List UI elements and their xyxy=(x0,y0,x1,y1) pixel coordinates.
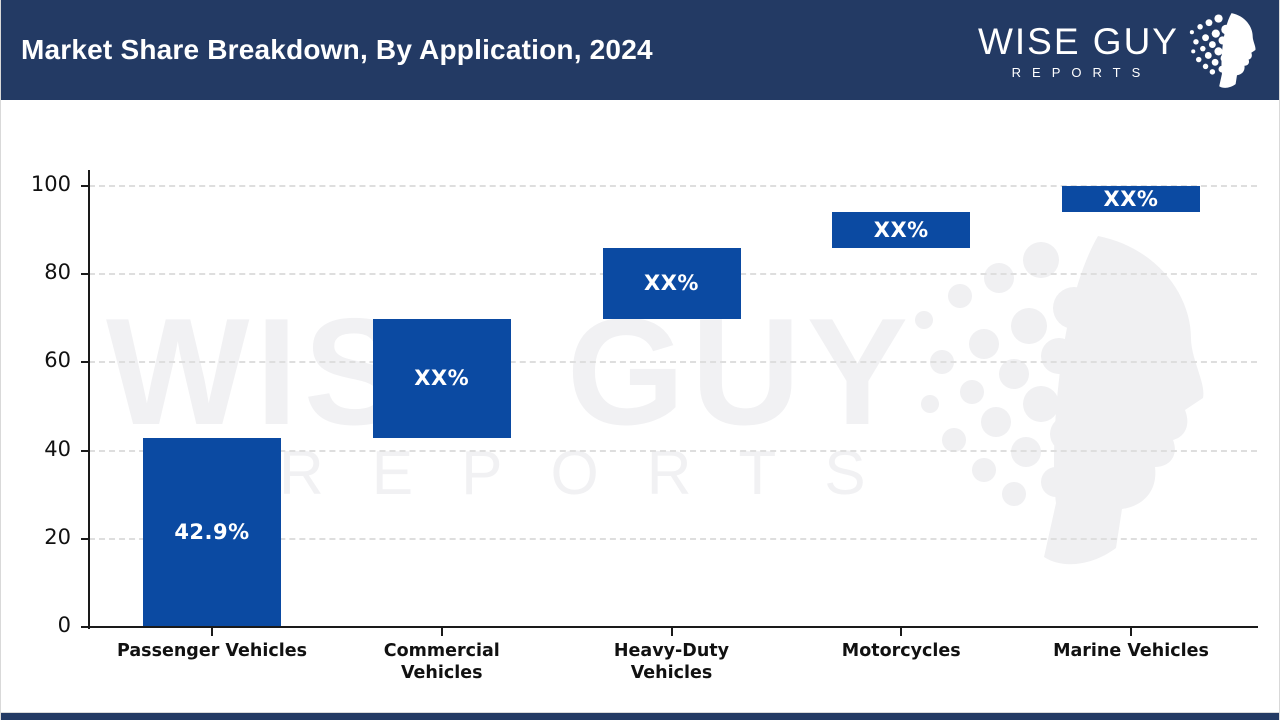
bar-value-label-marine-vehicles: XX% xyxy=(1103,187,1159,211)
y-tick-label-20: 20 xyxy=(44,524,71,549)
brand-head-icon xyxy=(1189,13,1256,88)
x-tick-mark-passenger-vehicles xyxy=(211,628,213,636)
x-axis-label-passenger-vehicles: Passenger Vehicles xyxy=(92,641,332,663)
bar-value-label-passenger-vehicles: 42.9% xyxy=(174,520,250,545)
bar-value-label-motorcycles: XX% xyxy=(873,218,929,243)
x-tick-mark-commercial-vehicles xyxy=(440,628,443,636)
page-title: Market Share Breakdown, By Application, … xyxy=(21,34,653,65)
y-tick-mark-60 xyxy=(81,361,89,364)
grid-line-20 xyxy=(89,537,1257,540)
bar-marine-vehicles: XX% xyxy=(1062,186,1200,213)
y-tick-label-100: 100 xyxy=(30,172,71,196)
bar-commercial-vehicles: XX% xyxy=(372,318,511,438)
bar-passenger-vehicles: 42.9% xyxy=(143,437,281,627)
x-tick-mark-marine-vehicles xyxy=(1130,628,1132,636)
y-tick-label-60: 60 xyxy=(44,348,71,373)
x-axis-spine xyxy=(88,626,1258,628)
x-tick-mark-heavy-duty-vehicles xyxy=(670,628,673,636)
brand-subtitle: REPORTS xyxy=(1011,64,1152,80)
app-header: Market Share Breakdown, By Application, … xyxy=(1,0,1279,100)
bar-heavy-duty-vehicles: XX% xyxy=(602,248,741,319)
x-axis-label-heavy-duty-vehicles: Heavy-Duty Vehicles xyxy=(552,641,792,685)
y-tick-mark-100 xyxy=(81,185,89,187)
x-axis-label-marine-vehicles: Marine Vehicles xyxy=(1011,641,1251,663)
brand-logo-text: WISE GUY REPORTS xyxy=(978,21,1179,80)
grid-line-40 xyxy=(89,449,1257,452)
grid-line-100 xyxy=(89,185,1257,187)
y-tick-label-80: 80 xyxy=(44,260,71,285)
y-tick-mark-20 xyxy=(81,537,89,540)
y-tick-label-40: 40 xyxy=(44,436,71,461)
x-tick-mark-motorcycles xyxy=(900,628,903,636)
bar-motorcycles: XX% xyxy=(832,212,971,249)
grid-line-60 xyxy=(89,361,1257,364)
y-axis-spine xyxy=(88,170,90,629)
x-axis-label-line: Marine Vehicles xyxy=(1053,641,1209,661)
x-axis-label-motorcycles: Motorcycles xyxy=(781,641,1021,663)
x-axis-label-line: Vehicles xyxy=(400,662,483,683)
y-tick-mark-40 xyxy=(81,449,89,452)
footer-divider xyxy=(1,712,1279,713)
x-axis-label-line: Motorcycles xyxy=(841,641,961,661)
x-axis-label-commercial-vehicles: Commercial Vehicles xyxy=(322,641,562,685)
x-axis-label-line: Passenger Vehicles xyxy=(116,641,307,661)
x-axis-label-line: Vehicles xyxy=(630,662,713,683)
bar-value-label-heavy-duty-vehicles: XX% xyxy=(644,271,699,296)
x-axis-label-line: Commercial xyxy=(383,641,500,661)
x-axis-label-line: Heavy-Duty xyxy=(613,641,730,661)
bar-value-label-commercial-vehicles: XX% xyxy=(414,366,470,391)
brand-name: WISE GUY xyxy=(977,20,1179,62)
brand-logo: WISE GUY REPORTS xyxy=(978,9,1279,91)
watermark-head-icon xyxy=(915,236,1204,565)
y-tick-mark-80 xyxy=(81,273,89,276)
y-tick-label-0: 0 xyxy=(57,613,71,637)
footer-bar xyxy=(1,713,1279,720)
y-tick-mark-0 xyxy=(81,626,89,628)
